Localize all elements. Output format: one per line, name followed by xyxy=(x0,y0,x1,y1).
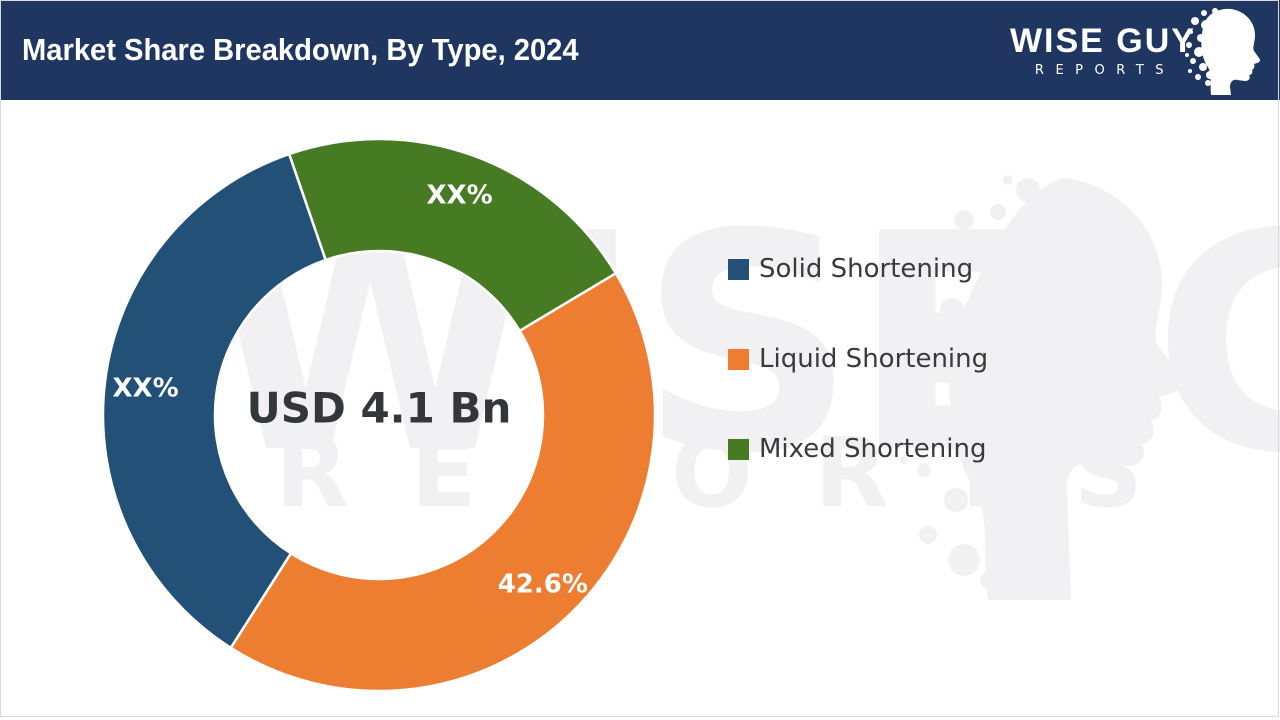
logo-text: WISE GUY REPORTS xyxy=(1010,22,1196,78)
legend-label: Liquid Shortening xyxy=(759,344,989,374)
donut-slice-mixed-shortening xyxy=(287,137,618,333)
chart-center-value: USD 4.1 Bn xyxy=(246,383,512,433)
logo-subtext: REPORTS xyxy=(1034,63,1176,78)
legend-item-liquid-shortening: Liquid Shortening xyxy=(728,344,988,374)
legend-swatch-solid xyxy=(728,258,749,280)
legend-label: Mixed Shortening xyxy=(759,434,987,464)
slice-label-mixed-shortening: XX% xyxy=(427,180,493,210)
donut-slice-solid-shortening xyxy=(101,152,327,650)
logo-wordmark: WISE GUY xyxy=(1009,22,1196,60)
legend-swatch-mixed xyxy=(728,438,749,460)
legend-swatch-liquid xyxy=(728,348,749,370)
legend-item-mixed-shortening: Mixed Shortening xyxy=(728,434,988,464)
page-title: Market Share Breakdown, By Type, 2024 xyxy=(22,32,579,67)
logo-head-icon xyxy=(1185,8,1261,95)
brand-logo: WISE GUY REPORTS xyxy=(1010,5,1262,95)
slice-label-liquid-shortening: 42.6% xyxy=(498,570,588,600)
donut-slice-liquid-shortening xyxy=(229,272,657,693)
donut-chart: XX% 42.6% XX% xyxy=(101,137,657,693)
legend: Solid Shortening Liquid Shortening Mixed… xyxy=(728,254,988,464)
legend-label: Solid Shortening xyxy=(759,254,974,284)
slice-label-solid-shortening: XX% xyxy=(113,373,179,403)
header: Market Share Breakdown, By Type, 2024 WI… xyxy=(0,0,1280,100)
legend-item-solid-shortening: Solid Shortening xyxy=(728,254,988,284)
